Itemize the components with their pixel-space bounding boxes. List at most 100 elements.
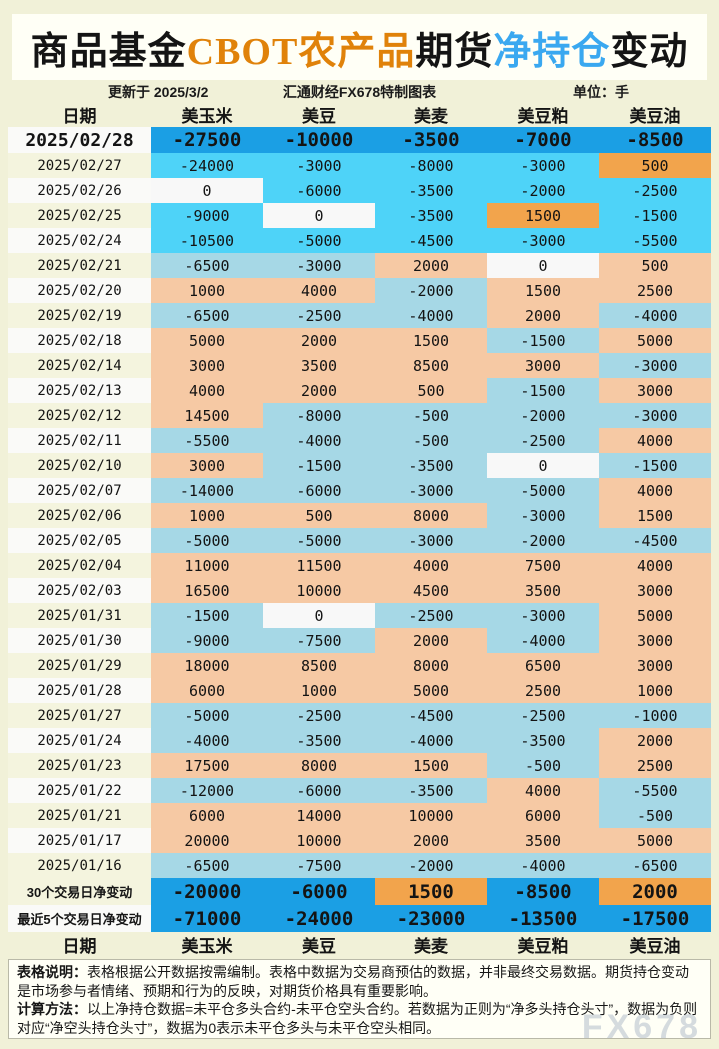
note-2: 计算方法：以上净持仓数据=未平仓多头合约-未平仓空头合约。若数据为正则为“净多头… (17, 1001, 697, 1036)
value-cell: -2000 (375, 278, 487, 303)
value-cell: 2500 (487, 678, 599, 703)
footer-column-header: 美玉米 (181, 936, 233, 956)
column-header: 美玉米 (181, 107, 233, 126)
value-cell: -3000 (375, 478, 487, 503)
date-cell: 2025/02/14 (8, 353, 151, 378)
value-cell: -5000 (151, 528, 263, 553)
value-cell: 4000 (487, 778, 599, 803)
value-cell: 6000 (151, 678, 263, 703)
value-cell: -3500 (375, 203, 487, 228)
table-body: 2025/02/28 -27500 -10000 -3500 -7000 -8500 202… (8, 127, 711, 932)
value-cell: -1500 (599, 203, 711, 228)
value-cell: 4000 (151, 378, 263, 403)
summary-value-cell: -6000 (263, 878, 375, 905)
value-cell: 4000 (263, 278, 375, 303)
value-cell: -6500 (151, 253, 263, 278)
value-cell: -3500 (375, 453, 487, 478)
title-segment-black-1: 商品基金 (30, 30, 187, 73)
value-cell: 10000 (263, 578, 375, 603)
value-cell: -5500 (599, 778, 711, 803)
summary-value-cell: -13500 (487, 905, 599, 932)
value-cell: 10000 (263, 828, 375, 853)
value-cell: -4000 (263, 428, 375, 453)
value-cell: 2000 (487, 303, 599, 328)
value-cell: -4500 (375, 228, 487, 253)
value-cell: 0 (263, 203, 375, 228)
column-header: 美麦 (414, 107, 448, 126)
value-cell: -6000 (263, 778, 375, 803)
value-cell: 8500 (375, 353, 487, 378)
value-cell: 1000 (151, 503, 263, 528)
meta-row: 更新于 2025/3/2 汇通财经FX678特制图表 单位：手 (0, 80, 719, 102)
value-cell: -4000 (151, 728, 263, 753)
date-cell: 2025/02/11 (8, 428, 151, 453)
date-cell: 2025/02/12 (8, 403, 151, 428)
source-label: 汇通财经FX678特制图表 (282, 84, 437, 100)
value-cell: -4500 (375, 703, 487, 728)
value-cell: -3500 (375, 778, 487, 803)
value-cell: 2500 (599, 753, 711, 778)
summary-value-cell: -8500 (487, 878, 599, 905)
fx678-watermark: FX678 (581, 1007, 702, 1039)
value-cell: -7500 (263, 628, 375, 653)
value-cell: -9000 (151, 203, 263, 228)
summary-value-cell: -71000 (151, 905, 263, 932)
value-cell: -2500 (263, 303, 375, 328)
value-cell: 8000 (375, 503, 487, 528)
value-cell: -3000 (487, 153, 599, 178)
date-cell: 2025/01/22 (8, 778, 151, 803)
value-cell: 2000 (375, 253, 487, 278)
value-cell: 1000 (151, 278, 263, 303)
value-cell: -500 (375, 403, 487, 428)
value-cell: -5000 (151, 703, 263, 728)
value-cell: 6500 (487, 653, 599, 678)
note-2-text: 以上净持仓数据=未平仓多头合约-未平仓空头合约。若数据为正则为“净多头持仓头寸”… (17, 1001, 698, 1036)
date-cell: 2025/02/03 (8, 578, 151, 603)
summary-value-cell: -23000 (375, 905, 487, 932)
date-cell: 2025/01/17 (8, 828, 151, 853)
value-cell: -3000 (263, 153, 375, 178)
value-cell: 3500 (263, 353, 375, 378)
value-cell: -500 (375, 428, 487, 453)
date-cell: 2025/02/28 (8, 127, 151, 153)
date-cell: 2025/01/28 (8, 678, 151, 703)
value-cell: 5000 (375, 678, 487, 703)
value-cell: -1000 (599, 703, 711, 728)
date-cell: 2025/01/23 (8, 753, 151, 778)
date-cell: 2025/02/05 (8, 528, 151, 553)
value-cell: 11000 (151, 553, 263, 578)
value-cell: 17500 (151, 753, 263, 778)
note-2-label: 计算方法： (17, 1001, 87, 1017)
value-cell: -4000 (375, 303, 487, 328)
value-cell: -1500 (487, 378, 599, 403)
value-cell: 18000 (151, 653, 263, 678)
date-cell: 2025/01/21 (8, 803, 151, 828)
value-cell: -2500 (487, 428, 599, 453)
value-cell: -6000 (263, 178, 375, 203)
value-cell: -8500 (599, 127, 711, 153)
date-cell: 2025/02/25 (8, 203, 151, 228)
value-cell: 2000 (375, 828, 487, 853)
value-cell: 4500 (375, 578, 487, 603)
value-cell: -3500 (375, 127, 487, 153)
value-cell: -9000 (151, 628, 263, 653)
date-column-header: 日期 (62, 107, 97, 126)
value-cell: 500 (375, 378, 487, 403)
value-cell: 3000 (599, 578, 711, 603)
value-cell: 5000 (599, 328, 711, 353)
date-cell: 2025/01/30 (8, 628, 151, 653)
value-cell: 500 (599, 153, 711, 178)
value-cell: 1500 (487, 278, 599, 303)
value-cell: 3000 (599, 653, 711, 678)
value-cell: -2000 (487, 178, 599, 203)
value-cell: 0 (487, 453, 599, 478)
summary-label: 30个交易日净变动 (8, 878, 151, 905)
date-cell: 2025/01/29 (8, 653, 151, 678)
value-cell: 0 (151, 178, 263, 203)
value-cell: -2000 (487, 528, 599, 553)
value-cell: -6500 (599, 853, 711, 878)
table-footer-header: 日期 美玉米 美豆 美麦 美豆粕 美豆油 (8, 932, 711, 956)
note-1-label: 表格说明： (17, 964, 87, 980)
value-cell: -2500 (263, 703, 375, 728)
value-cell: -5500 (151, 428, 263, 453)
